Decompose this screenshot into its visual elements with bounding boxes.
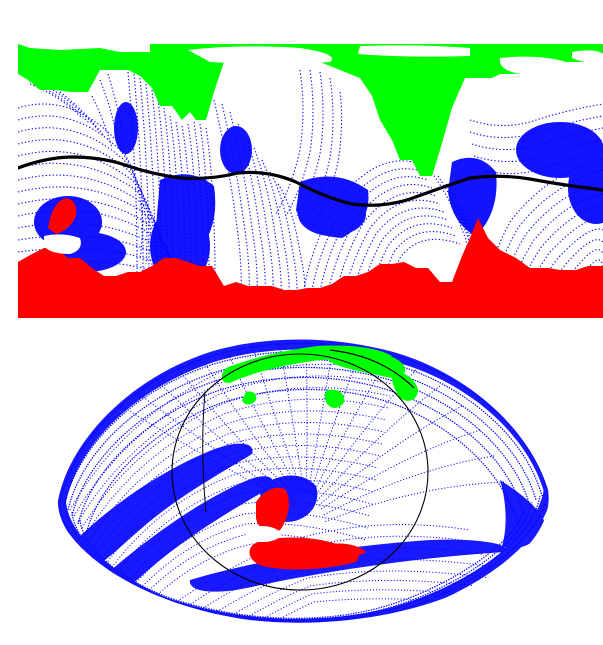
core-region-red	[249, 487, 366, 570]
upper-panel	[18, 44, 603, 318]
limb-outline	[171, 353, 429, 591]
limb-accent-arc	[329, 349, 415, 389]
green-region-voids	[18, 44, 603, 74]
lower-panel-canvas	[57, 339, 549, 623]
white-gap-below-blob	[44, 234, 81, 254]
dense-field-zones-lower	[57, 339, 549, 623]
lens-projection-content	[57, 339, 549, 623]
upper-panel-canvas	[18, 44, 603, 318]
meridian-outline	[202, 391, 207, 513]
polar-cap-green	[221, 345, 418, 408]
core-white-gap	[245, 526, 282, 542]
lower-panel	[0, 330, 603, 645]
red-detached-blob	[48, 198, 77, 234]
separatrix-curve	[18, 155, 603, 207]
